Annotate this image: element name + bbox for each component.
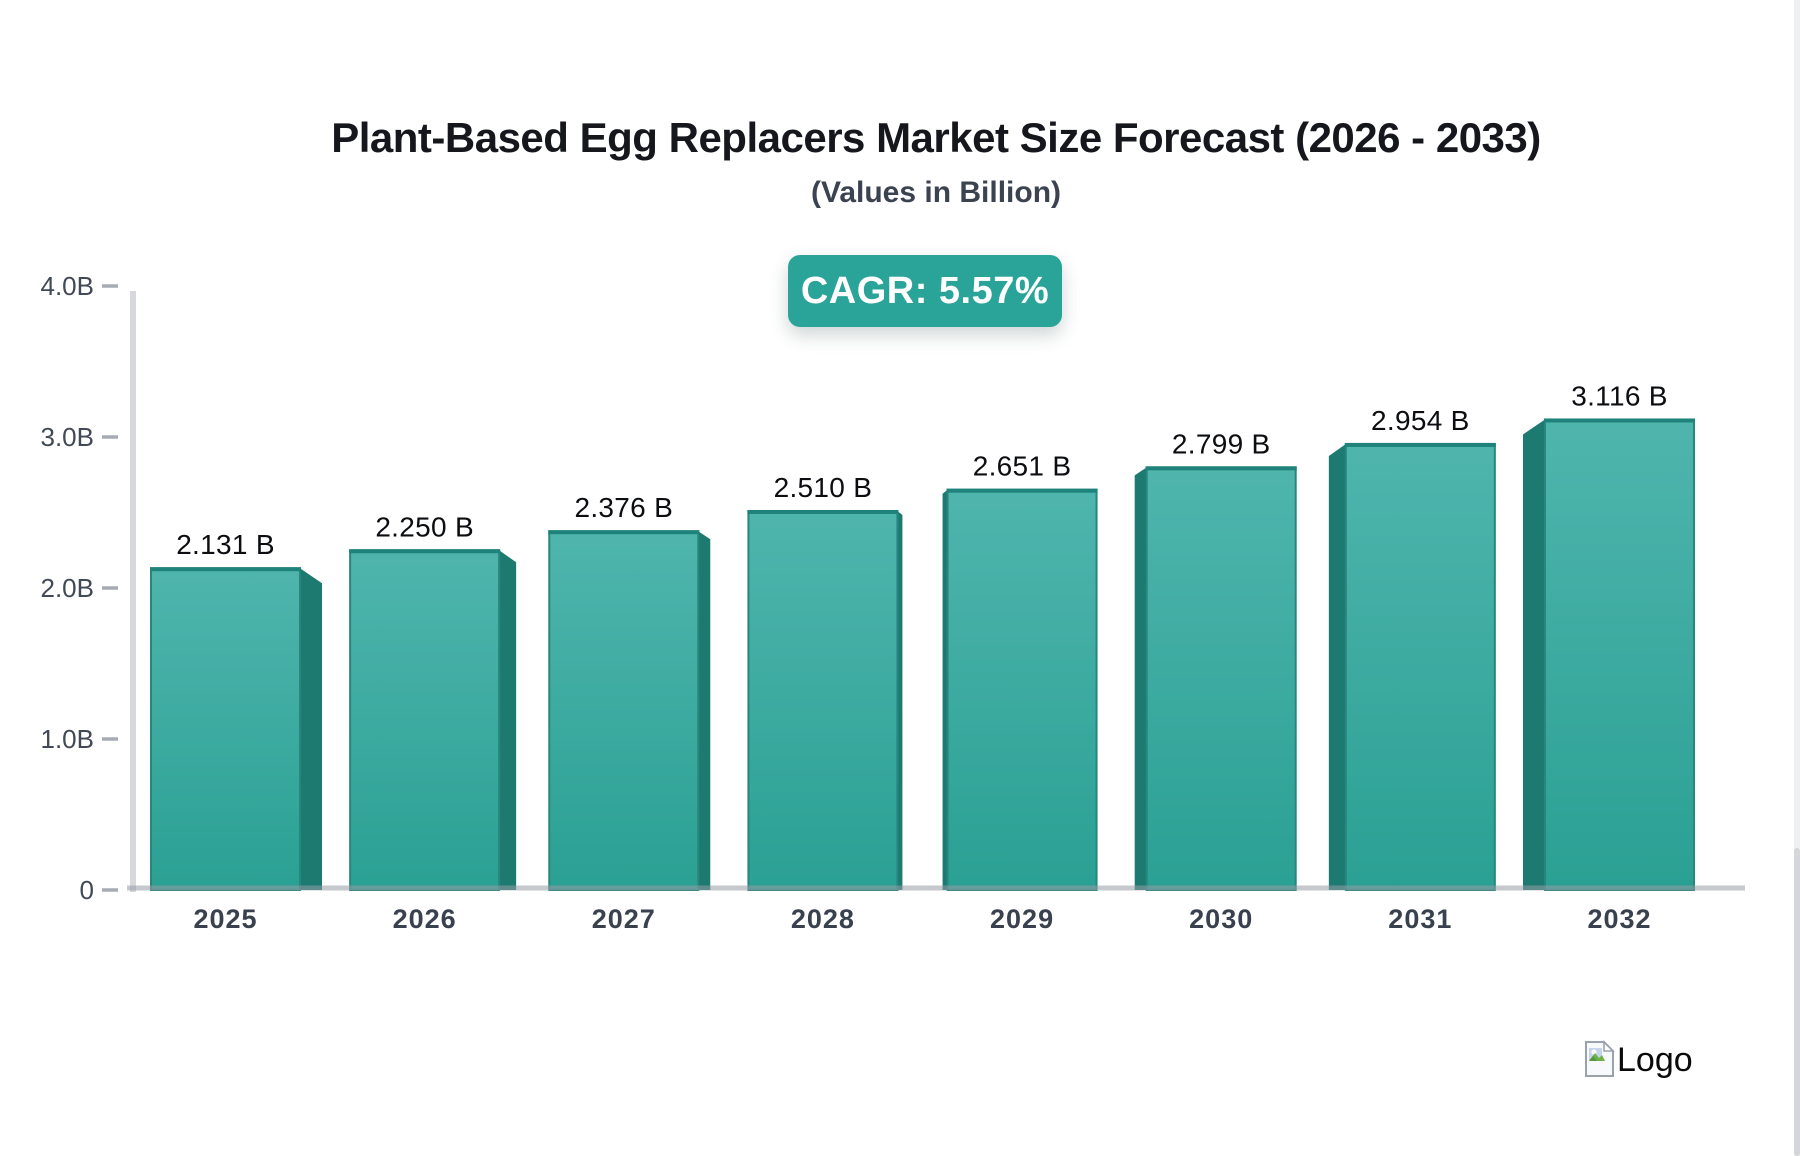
cagr-badge-label: CAGR: 5.57% [800, 269, 1050, 312]
y-tick-mark [102, 888, 118, 892]
y-tick-label: 4.0B [41, 271, 95, 301]
bar-group: 2.651 B [942, 451, 1098, 891]
y-axis-line [130, 291, 136, 892]
bar-side-face [698, 531, 711, 890]
bar-front-face [1344, 442, 1496, 891]
y-tick-label: 0 [80, 875, 94, 905]
bar-group: 2.376 B [548, 492, 711, 891]
bar-value-label: 3.116 B [1571, 380, 1668, 411]
x-axis-line [127, 885, 1745, 891]
bar-front-face [747, 509, 899, 891]
scrollbar-thumb[interactable] [1794, 848, 1800, 1156]
y-tick-mark [102, 586, 118, 590]
logo: Logo [1584, 1040, 1693, 1078]
chart-header: Plant-Based Egg Replacers Market Size Fo… [130, 0, 1742, 209]
bar-top-edge [1145, 466, 1297, 471]
bar-side-face [300, 568, 322, 890]
bar-value-label: 2.651 B [973, 451, 1072, 482]
bar-front-face [548, 530, 700, 891]
bar-value-label: 2.131 B [176, 529, 275, 560]
bar-front-face [150, 567, 301, 891]
x-category-label: 2027 [592, 904, 656, 934]
bar-group: 3.116 B [1522, 380, 1695, 891]
bar-front-face [946, 488, 1098, 891]
bar-top-edge [150, 567, 301, 572]
x-category-label: 2029 [990, 904, 1054, 934]
bar-side-face [897, 510, 903, 890]
bar-value-label: 2.510 B [774, 472, 873, 503]
page-title: Plant-Based Egg Replacers Market Size Fo… [331, 114, 1541, 161]
bar-top-edge [1344, 442, 1496, 447]
bar-top-edge [548, 530, 700, 535]
scrollbar-track[interactable] [1794, 0, 1800, 1156]
y-tick-mark [102, 737, 118, 741]
chart-subtitle: (Values in Billion) [810, 176, 1062, 209]
bar-value-label: 2.250 B [375, 511, 474, 542]
bar-front-face [1145, 466, 1297, 891]
bar-side-face [499, 550, 517, 890]
x-category-label: 2025 [193, 904, 257, 934]
bar-top-edge [1543, 418, 1695, 423]
bar-front-face [349, 549, 501, 891]
x-category-label: 2026 [393, 904, 457, 934]
bar-front-face [1543, 418, 1695, 891]
cagr-badge: CAGR: 5.57% [788, 255, 1062, 327]
logo-alt-text: Logo [1617, 1041, 1693, 1079]
bar-group: 2.954 B [1328, 405, 1496, 891]
bar-value-label: 2.799 B [1172, 428, 1271, 459]
x-category-label: 2031 [1388, 904, 1452, 934]
bar-top-edge [349, 549, 501, 554]
broken-image-icon [1585, 1040, 1615, 1077]
x-category-label: 2028 [791, 904, 855, 934]
y-tick-label: 2.0B [41, 573, 95, 603]
bar-group: 2.131 B [150, 529, 322, 891]
bar-side-face [1328, 443, 1346, 890]
x-category-label: 2030 [1189, 904, 1253, 934]
bar-group: 2.250 B [349, 511, 517, 891]
y-tick-mark [102, 435, 118, 439]
y-tick-label: 3.0B [41, 422, 95, 452]
bar-side-face [1522, 419, 1545, 890]
bar-group: 2.799 B [1134, 428, 1297, 891]
y-tick-label: 1.0B [41, 724, 95, 754]
bar-top-edge [946, 488, 1098, 493]
bar-top-edge [747, 509, 899, 514]
bar-value-label: 2.954 B [1371, 405, 1470, 436]
bar-side-face [1134, 467, 1147, 890]
x-category-label: 2032 [1587, 904, 1651, 934]
bar-value-label: 2.376 B [574, 492, 673, 523]
bar-side-face [942, 489, 948, 890]
bar-group: 2.510 B [747, 472, 903, 891]
y-tick-mark [102, 284, 118, 288]
